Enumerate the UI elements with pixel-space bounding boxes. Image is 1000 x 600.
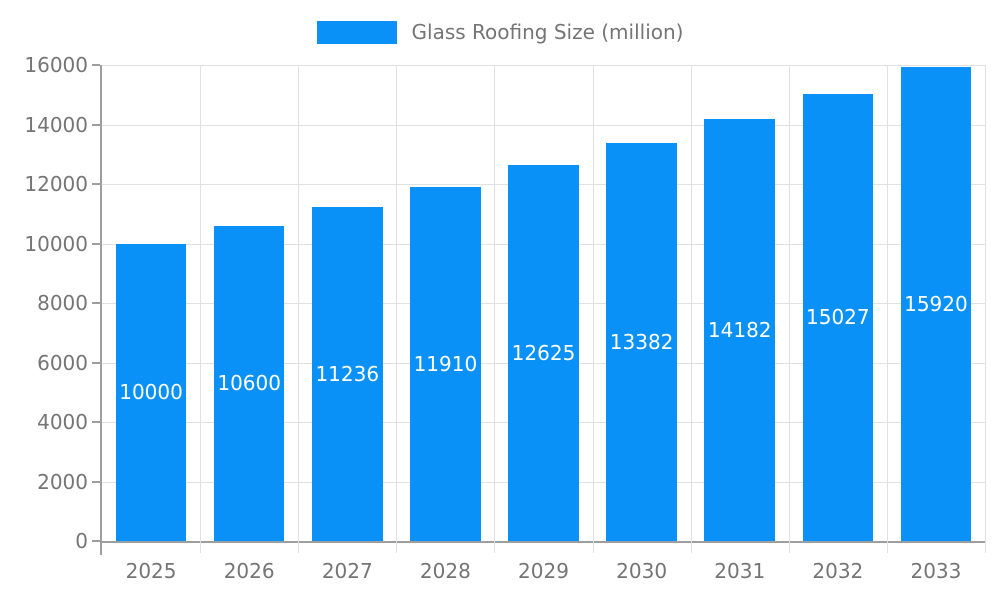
x-tick-label: 2025	[125, 559, 177, 583]
x-gridline	[396, 65, 398, 553]
x-gridline	[690, 65, 692, 553]
y-tick-label: 16000	[24, 53, 88, 77]
bar: 11910	[410, 186, 481, 541]
x-gridline	[298, 65, 300, 553]
bar-value-label: 15920	[904, 292, 968, 317]
x-gridline	[788, 65, 790, 553]
y-gridline	[102, 65, 985, 66]
bar: 13382	[606, 142, 677, 541]
bar: 15920	[900, 67, 972, 541]
bar-value-label: 10000	[119, 380, 183, 405]
y-gridline	[102, 124, 985, 126]
y-tick-mark	[92, 183, 100, 185]
x-tick-label: 2030	[616, 559, 668, 583]
x-tick-label: 2026	[223, 559, 275, 583]
bar: 10000	[115, 243, 187, 541]
x-gridline	[886, 65, 888, 553]
x-tick-label: 2028	[419, 559, 471, 583]
bar-value-label: 11910	[413, 351, 478, 376]
y-tick-mark	[92, 540, 100, 542]
legend-label: Glass Roofing Size (million)	[411, 20, 684, 44]
legend: Glass Roofing Size (million)	[0, 18, 1000, 46]
x-tick-label: 2032	[812, 559, 864, 583]
plot-area: 0 2000 4000 6000 8000 10000 12000 14000 16000 100…	[24, 53, 986, 583]
y-tick-mark	[92, 242, 100, 245]
bar-value-label: 12625	[511, 341, 576, 366]
y-tick-label: 14000	[24, 112, 88, 137]
bar: 15027	[802, 93, 874, 541]
x-tick-label: 2027	[321, 559, 373, 583]
x-gridline	[494, 65, 496, 553]
y-tick-mark	[92, 64, 100, 66]
y-tick-mark	[92, 361, 100, 364]
y-tick-label: 2000	[37, 469, 88, 494]
x-gridline	[200, 65, 202, 553]
y-tick-mark	[92, 421, 100, 423]
y-tick-label: 4000	[37, 410, 88, 434]
bar: 10600	[213, 225, 285, 541]
bar: 14182	[704, 119, 776, 541]
bar-value-label: 13382	[609, 329, 674, 354]
y-tick-label: 10000	[24, 231, 88, 256]
y-tick-label: 6000	[37, 350, 88, 375]
bar-value-label: 10600	[217, 371, 281, 396]
legend-swatch	[316, 20, 397, 44]
x-tick-label: 2031	[714, 559, 766, 583]
x-tick-label: 2029	[518, 559, 569, 583]
y-axis-line	[100, 65, 102, 555]
y-tick-label: 12000	[24, 172, 88, 196]
bar-value-label: 15027	[806, 305, 870, 330]
x-axis-line	[100, 541, 985, 543]
y-tick-label: 0	[75, 529, 88, 553]
y-tick-mark	[92, 123, 100, 126]
x-gridline	[985, 65, 986, 553]
bar-value-label: 14182	[707, 318, 772, 343]
x-tick-label: 2033	[910, 559, 962, 583]
bar: 12625	[508, 165, 579, 541]
x-gridline	[592, 65, 594, 553]
y-tick-label: 8000	[37, 291, 88, 315]
y-tick-mark	[92, 480, 100, 483]
y-tick-mark	[92, 302, 100, 304]
bar-value-label: 11236	[315, 361, 380, 386]
bar: 11236	[311, 206, 383, 541]
